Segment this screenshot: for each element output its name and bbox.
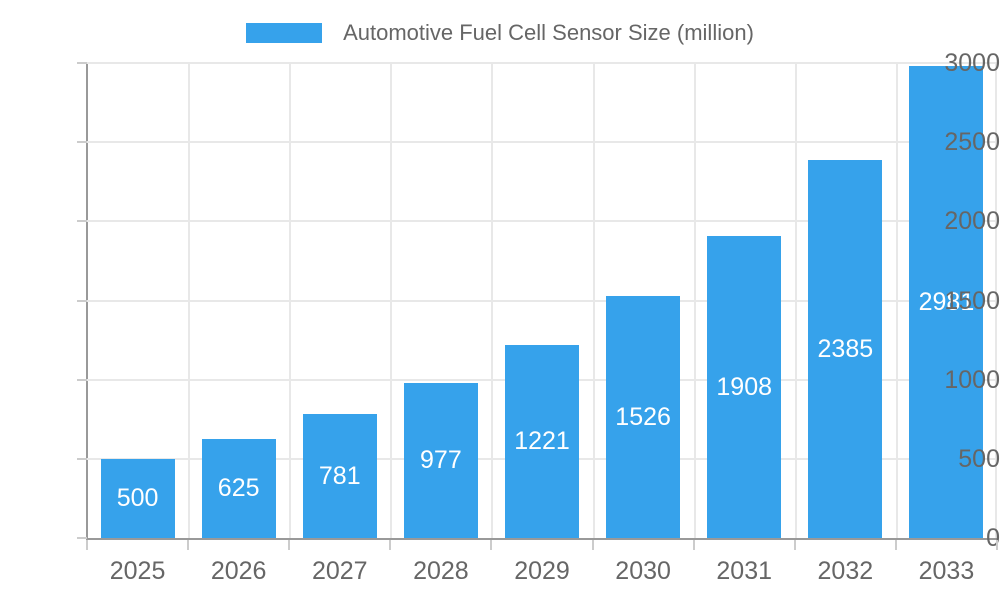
y-axis-tick-label: 2500 [944, 128, 1000, 157]
y-axis-tick [77, 220, 87, 223]
y-axis-tick-label: 1000 [944, 365, 1000, 394]
bar[interactable]: 1221 [505, 345, 579, 538]
y-axis-tick [77, 378, 87, 381]
v-gridline [188, 63, 191, 538]
legend[interactable]: Automotive Fuel Cell Sensor Size (millio… [0, 18, 1000, 48]
legend-label: Automotive Fuel Cell Sensor Size (millio… [343, 20, 754, 45]
v-gridline [895, 63, 898, 538]
h-gridline [87, 220, 997, 223]
h-gridline [87, 299, 997, 302]
x-axis-tick-label: 2029 [514, 557, 570, 585]
y-axis-tick-label: 1500 [944, 286, 1000, 315]
bar[interactable]: 781 [302, 414, 377, 538]
x-axis-tick [692, 540, 695, 550]
x-axis-tick [86, 540, 88, 550]
x-axis-tick-label: 2032 [817, 557, 874, 585]
bar-value-label: 781 [318, 461, 361, 490]
y-axis-tick-label: 2000 [944, 207, 1000, 236]
x-axis-tick-label: 2026 [210, 557, 267, 585]
y-axis-tick [77, 537, 87, 539]
y-axis-tick [77, 141, 87, 144]
bar[interactable]: 2981 [909, 66, 984, 538]
x-axis-tick-label: 2028 [413, 557, 469, 585]
plot-area: 500 625 781 977 1221 1526 1908 2385 2981 [87, 62, 997, 538]
bar-value-label: 625 [217, 474, 260, 502]
h-gridline [87, 141, 997, 144]
v-gridline [592, 63, 595, 538]
x-axis-tick [996, 540, 998, 550]
x-axis-tick-label: 2025 [109, 557, 166, 585]
y-axis-tick-label: 500 [958, 444, 1000, 473]
y-axis-tick-label: 3000 [944, 49, 1000, 77]
x-axis-tick-label: 2033 [918, 557, 975, 585]
bar[interactable]: 2385 [808, 160, 883, 538]
x-axis-tick-label: 2031 [716, 557, 773, 585]
x-axis-tick [793, 540, 796, 550]
y-axis-tick-label: 0 [986, 524, 1000, 552]
v-gridline [390, 63, 393, 538]
bar[interactable]: 977 [403, 383, 478, 538]
bar-value-label: 977 [420, 446, 462, 474]
v-gridline [491, 63, 494, 538]
bar-value-label: 1908 [716, 372, 773, 401]
bar[interactable]: 500 [100, 459, 175, 538]
v-gridline [289, 63, 292, 538]
y-axis-tick [77, 299, 87, 302]
bar-value-label: 1221 [514, 427, 570, 455]
h-gridline [87, 62, 997, 64]
bar-value-label: 500 [116, 484, 159, 512]
v-gridline [794, 63, 797, 538]
bar-value-label: 2385 [817, 334, 874, 363]
x-axis-tick [894, 540, 897, 550]
v-gridline [995, 63, 997, 538]
y-axis-line [86, 63, 88, 550]
v-gridline [693, 63, 696, 538]
y-axis-tick [77, 62, 87, 64]
bar-value-label: 2981 [918, 287, 975, 316]
x-axis-tick-label: 2027 [311, 557, 368, 585]
bar-value-label: 1526 [615, 402, 671, 431]
legend-swatch-icon [246, 23, 323, 43]
bar[interactable]: 1526 [606, 296, 681, 538]
bar[interactable]: 625 [201, 439, 276, 538]
x-axis-line [87, 538, 997, 540]
bar[interactable]: 1908 [707, 236, 782, 538]
x-axis-tick [187, 540, 190, 550]
x-axis-tick [490, 540, 493, 550]
x-axis-tick [389, 540, 392, 550]
x-axis-tick [591, 540, 594, 550]
y-axis-tick [77, 457, 87, 460]
x-axis-tick [288, 540, 291, 550]
x-axis-tick-label: 2030 [615, 557, 671, 585]
